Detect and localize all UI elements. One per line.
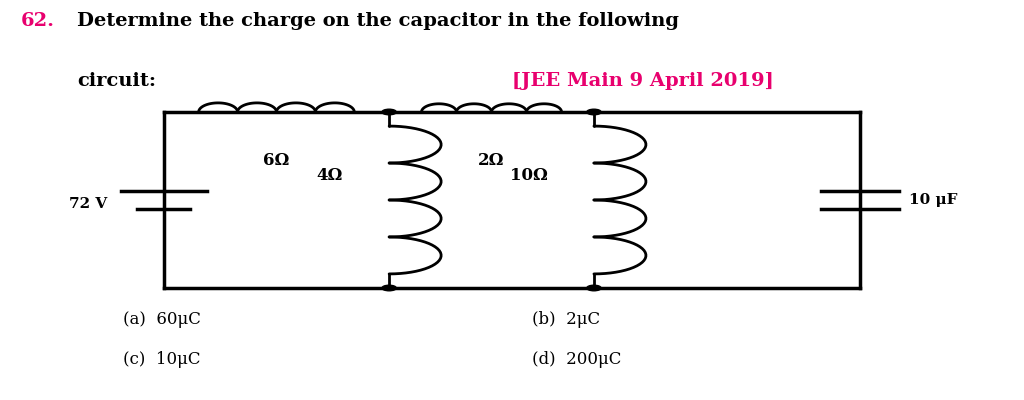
Text: 62.: 62. [20,12,54,30]
Text: 2Ω: 2Ω [478,152,505,169]
Circle shape [382,285,396,291]
Text: 10Ω: 10Ω [510,168,548,184]
Text: 10 μF: 10 μF [909,193,957,207]
Text: 72 V: 72 V [70,197,108,211]
Text: (d)  200μC: (d) 200μC [532,352,622,368]
Text: 6Ω: 6Ω [263,152,290,169]
Circle shape [587,285,601,291]
Text: (b)  2μC: (b) 2μC [532,312,601,328]
Text: circuit:: circuit: [77,72,156,90]
Circle shape [382,109,396,115]
Text: 4Ω: 4Ω [316,168,343,184]
Circle shape [587,109,601,115]
Text: Determine the charge on the capacitor in the following: Determine the charge on the capacitor in… [77,12,679,30]
Text: [JEE Main 9 April 2019]: [JEE Main 9 April 2019] [512,72,774,90]
Text: (c)  10μC: (c) 10μC [123,352,201,368]
Text: (a)  60μC: (a) 60μC [123,312,201,328]
